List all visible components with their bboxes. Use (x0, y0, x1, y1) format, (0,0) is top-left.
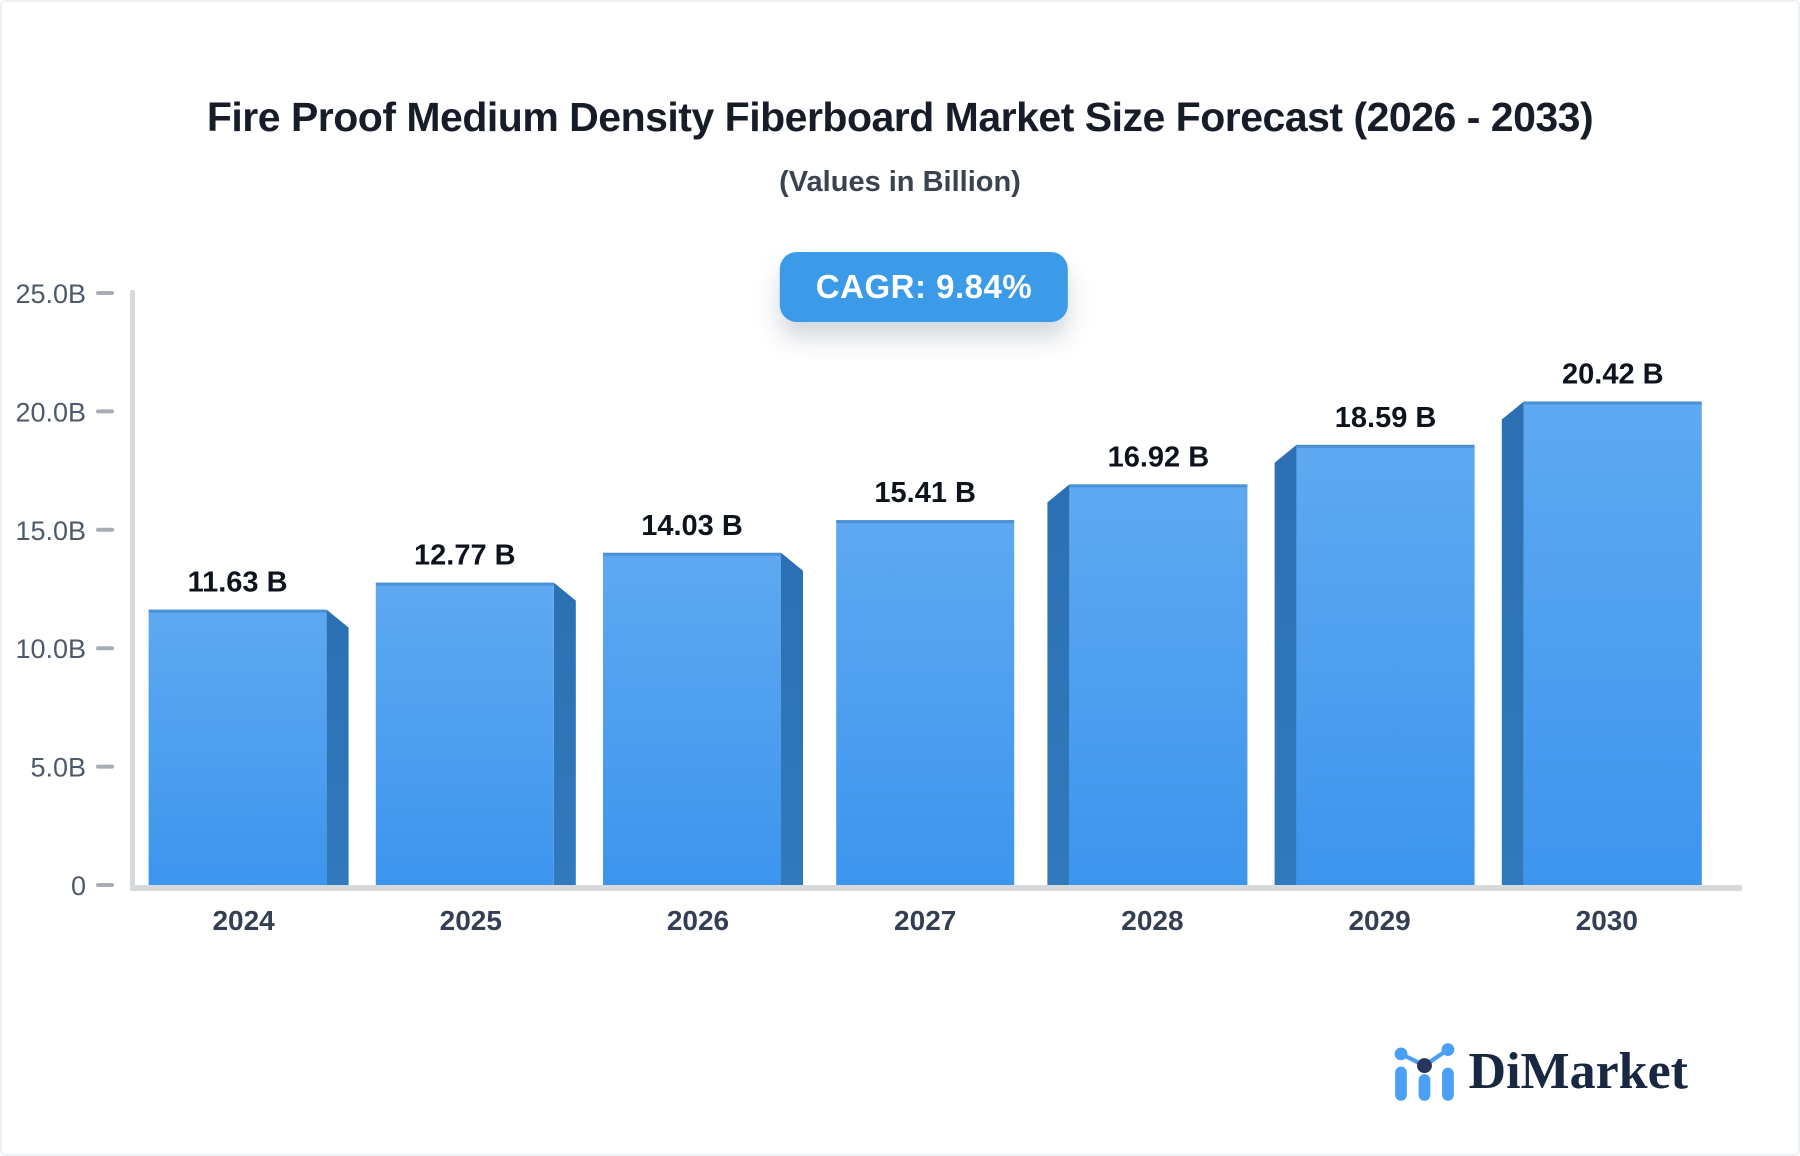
bar-top-edge (603, 552, 781, 556)
bar-2026[interactable] (603, 552, 781, 885)
y-axis-tick (96, 883, 114, 887)
bar-value-label: 16.92 B (1108, 441, 1210, 473)
y-axis-tick (96, 409, 114, 414)
bar-value-label: 18.59 B (1335, 402, 1437, 434)
x-axis-line (130, 885, 1742, 891)
bar-value-label: 20.42 B (1562, 358, 1664, 390)
x-axis-label-2029: 2029 (1348, 905, 1410, 936)
x-axis-label-2030: 2030 (1576, 905, 1638, 936)
x-axis-label-2027: 2027 (894, 905, 956, 936)
y-axis-tick-label: 10.0B (15, 634, 86, 664)
bar-2028[interactable] (1069, 484, 1248, 885)
bar-side-face (1047, 484, 1070, 885)
y-axis-tick (96, 646, 114, 651)
bar-side-face (1501, 401, 1524, 885)
bar-side-face (1274, 444, 1297, 885)
page-title: Fire Proof Medium Density Fiberboard Mar… (206, 94, 1594, 140)
y-axis-tick-label: 25.0B (15, 279, 86, 309)
y-axis-line (130, 290, 135, 891)
bar-chart-logo-icon (1394, 1043, 1454, 1101)
x-axis-label-2028: 2028 (1121, 905, 1183, 936)
bar-top-edge (1296, 444, 1475, 448)
y-axis-tick-label: 15.0B (15, 516, 86, 546)
bar-2024[interactable] (148, 609, 327, 885)
bar-side-face (553, 582, 576, 885)
bar-2030[interactable] (1523, 401, 1702, 885)
bar-value-label: 12.77 B (414, 540, 516, 572)
x-axis-label-2024: 2024 (212, 905, 275, 936)
x-axis-label-2026: 2026 (667, 905, 729, 936)
bar-side-face (781, 552, 803, 885)
bar-2029[interactable] (1296, 444, 1475, 885)
x-axis-label-2025: 2025 (440, 905, 502, 936)
y-axis-tick (96, 764, 114, 769)
bar-top-edge (1523, 401, 1702, 405)
y-axis-tick-label: 5.0B (30, 753, 86, 783)
bar-side-face (326, 609, 349, 885)
bar-2025[interactable] (375, 582, 554, 885)
brand-watermark: DiMarket (1393, 1036, 1688, 1108)
bar-top-edge (1069, 484, 1248, 488)
y-axis-tick (96, 527, 114, 532)
bar-value-label: 14.03 B (641, 510, 743, 542)
y-axis-tick (96, 291, 114, 295)
y-axis-tick-label: 0 (71, 871, 86, 901)
y-axis-tick-label: 20.0B (15, 397, 86, 427)
bar-top-edge (148, 609, 327, 613)
cagr-badge: CAGR: 9.84% (779, 252, 1069, 322)
bar-top-edge (375, 582, 554, 586)
brand-name: DiMarket (1468, 1043, 1688, 1100)
bar-top-edge (836, 520, 1015, 524)
page-subtitle: (Values in Billion) (779, 166, 1021, 198)
bar-2027[interactable] (836, 520, 1015, 885)
bar-value-label: 15.41 B (874, 477, 976, 509)
bar-value-label: 11.63 B (188, 567, 288, 599)
